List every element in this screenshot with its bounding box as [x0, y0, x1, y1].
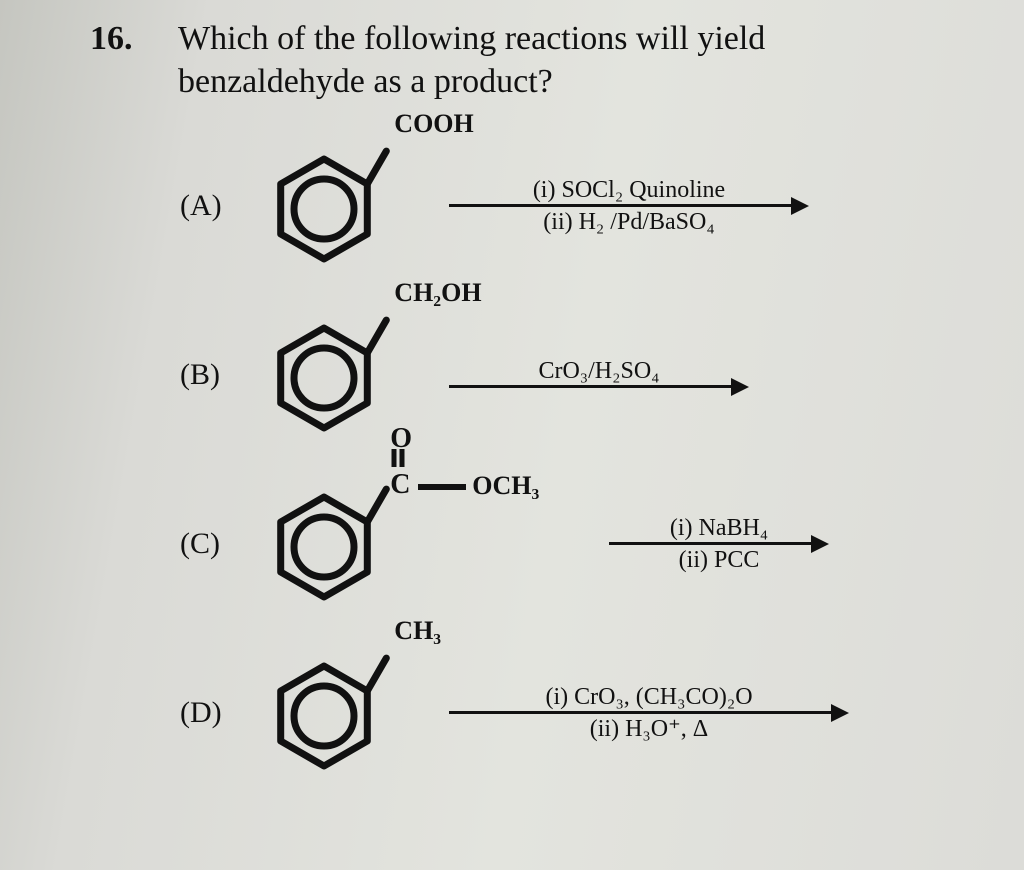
arrow-head-icon [731, 378, 749, 396]
option-b-label: (B) [180, 358, 244, 392]
option-d-reagent-top: (i) CrO₃, (CH₃CO)₂O [545, 685, 752, 709]
carbonyl-o-label: O [390, 423, 412, 455]
benzene-icon [262, 624, 431, 783]
arrow-head-icon [811, 535, 829, 553]
question-line: 16. Which of the following reactions wil… [90, 18, 964, 103]
option-d-label: (D) [180, 696, 244, 730]
option-c-molecule: C O OCH₃ [262, 455, 591, 614]
option-a-reagent-bottom: (ii) H₂ /Pd/BaSO₄ [543, 210, 714, 234]
option-a-reagent-top: (i) SOCl₂ Quinoline [533, 178, 725, 202]
arrow-head-icon [791, 197, 809, 215]
question-line1: Which of the following reactions will yi… [178, 20, 765, 57]
option-c-reaction: (i) NaBH₄ (ii) PCC [609, 516, 829, 572]
option-a-reaction: (i) SOCl₂ Quinoline (ii) H₂ /Pd/BaSO₄ [449, 178, 809, 234]
arrow-icon [609, 542, 829, 546]
question-number: 16. [90, 18, 150, 61]
arrow-line [609, 542, 811, 545]
option-c-reagent-top: (i) NaBH₄ [670, 516, 768, 540]
option-c-reagent-bottom: (ii) PCC [679, 548, 760, 572]
option-b-substituent: CH₂OH [394, 278, 481, 308]
carbonyl-group: C O OCH₃ [376, 399, 596, 519]
carbonyl-och3-label: OCH₃ [472, 471, 539, 501]
benzene-icon [262, 117, 431, 276]
options-block: (A) COOH (i) SOCl₂ Quinoline (ii) H₂ /Pd… [180, 117, 964, 783]
option-d-reagent-bottom: (ii) H₃O⁺, Δ [590, 717, 708, 741]
carbonyl-c-label: C [390, 469, 410, 501]
question-text: Which of the following reactions will yi… [178, 18, 964, 103]
arrow-line [449, 204, 791, 207]
arrow-head-icon [831, 704, 849, 722]
option-d-molecule: CH₃ [262, 624, 431, 783]
option-a-substituent: COOH [394, 109, 473, 139]
option-d-reaction: (i) CrO₃, (CH₃CO)₂O (ii) H₃O⁺, Δ [449, 685, 849, 741]
option-b-reagent-top: CrO₃/H₂SO₄ [538, 359, 659, 383]
arrow-icon [449, 711, 849, 715]
option-d-substituent: CH₃ [394, 616, 441, 646]
arrow-icon [449, 385, 749, 389]
option-c-label: (C) [180, 527, 244, 561]
option-a-molecule: COOH [262, 117, 431, 276]
option-a-label: (A) [180, 189, 244, 223]
option-b-reaction: CrO₃/H₂SO₄ [449, 359, 749, 391]
option-a: (A) COOH (i) SOCl₂ Quinoline (ii) H₂ /Pd… [180, 117, 964, 276]
page: 16. Which of the following reactions wil… [0, 0, 1024, 870]
arrow-line [449, 711, 831, 714]
arrow-line [449, 385, 731, 388]
question-line2: benzaldehyde as a product? [178, 61, 964, 104]
option-d: (D) CH₃ (i) CrO₃, (CH₃CO)₂O (ii) H₃O⁺, Δ [180, 624, 964, 783]
option-c: (C) C O OCH₃ (i) NaBH₄ (ii) PCC [180, 455, 964, 614]
arrow-icon [449, 204, 809, 208]
